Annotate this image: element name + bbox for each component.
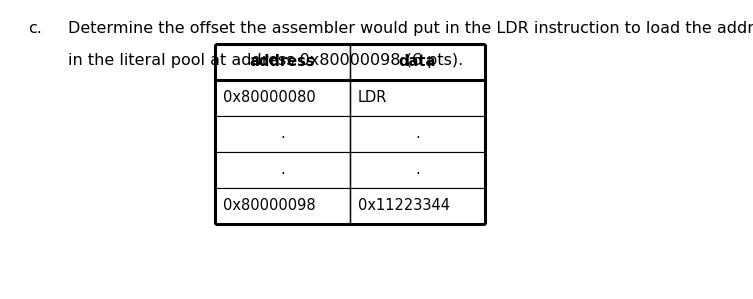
Bar <box>350 80 485 116</box>
Bar <box>215 80 350 116</box>
Bar <box>215 152 350 188</box>
Text: 0x11223344: 0x11223344 <box>358 199 450 213</box>
Text: .: . <box>280 162 285 178</box>
Bar <box>350 152 485 188</box>
Text: LDR: LDR <box>358 91 387 106</box>
Text: .: . <box>280 126 285 141</box>
Text: c.: c. <box>28 21 42 36</box>
Bar <box>215 188 350 224</box>
Text: 0x80000080: 0x80000080 <box>223 91 316 106</box>
Bar <box>215 44 350 80</box>
Bar <box>215 116 350 152</box>
Text: 0x80000098: 0x80000098 <box>223 199 316 213</box>
Bar <box>350 188 485 224</box>
Text: .: . <box>415 162 420 178</box>
Text: .: . <box>415 126 420 141</box>
Bar <box>350 44 485 80</box>
Text: address: address <box>250 54 316 69</box>
Text: Determine the offset the assembler would put in the LDR instruction to load the : Determine the offset the assembler would… <box>68 21 753 36</box>
Bar <box>350 116 485 152</box>
Text: data: data <box>399 54 436 69</box>
Text: in the literal pool at address 0x80000098 (6 pts).: in the literal pool at address 0x8000009… <box>68 53 463 68</box>
